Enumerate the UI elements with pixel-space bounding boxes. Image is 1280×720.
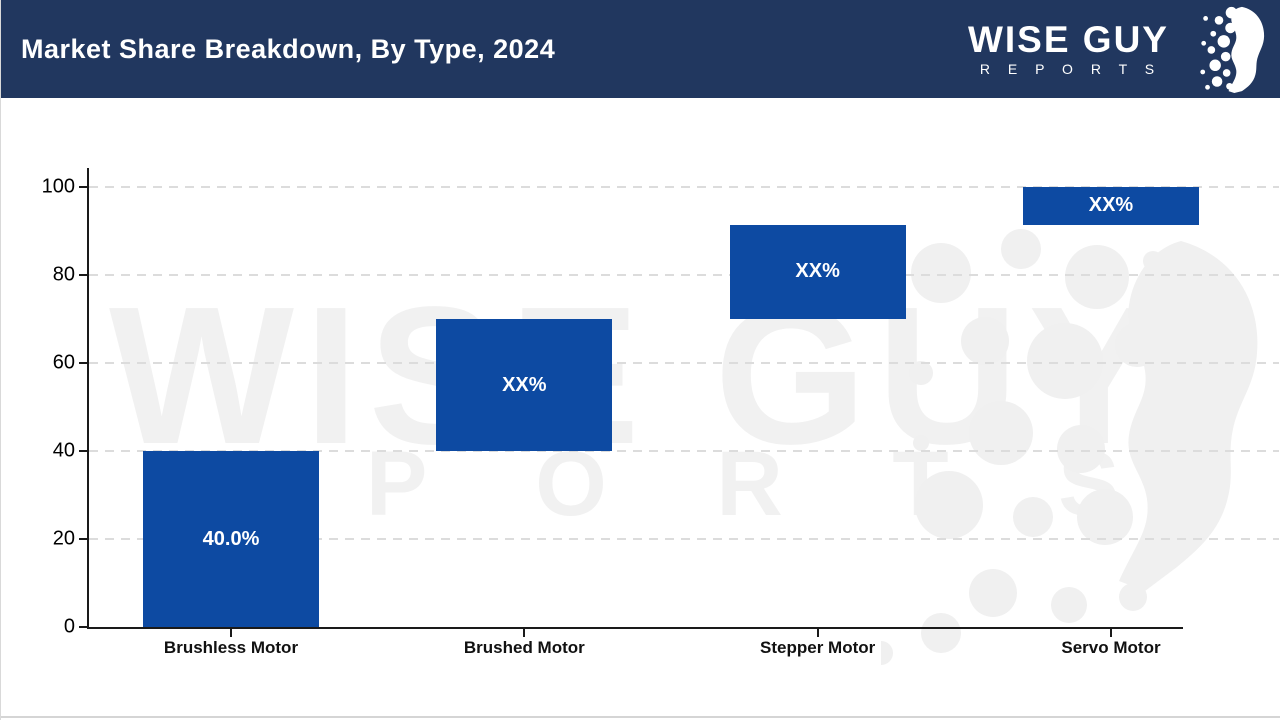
y-tick-60 [79, 362, 87, 364]
y-tick-20 [79, 538, 87, 540]
bar-value-label: XX% [795, 260, 840, 283]
y-tick-label-60: 60 [52, 351, 75, 374]
y-tick-0 [79, 626, 87, 628]
x-tick-4 [1109, 629, 1112, 637]
chart-title: Market Share Breakdown, By Type, 2024 [21, 33, 556, 64]
x-category-label: Brushed Motor [463, 638, 585, 657]
x-axis-line [87, 627, 1183, 629]
bar-value-label: 40.0% [202, 527, 260, 550]
y-tick-40 [79, 450, 87, 452]
x-category-label: Brushless Motor [163, 638, 299, 657]
wise-guy-logo: WISE GUY R E P O R T S [968, 5, 1267, 93]
bar-1: 40.0% [143, 451, 319, 627]
header: Market Share Breakdown, By Type, 2024 WI… [1, 0, 1280, 98]
y-tick-label-40: 40 [52, 439, 75, 462]
bar-value-label: XX% [502, 373, 547, 396]
gridline-60 [89, 362, 1279, 364]
y-tick-80 [79, 274, 87, 276]
bar-3: XX% [729, 224, 906, 319]
y-axis-line [87, 168, 89, 629]
watermark-head-icon [881, 229, 1258, 665]
logo-head-icon [1200, 6, 1265, 93]
bar-2: XX% [436, 319, 613, 451]
gridline-40 [89, 450, 1279, 452]
bar-4: XX% [1022, 187, 1199, 225]
x-tick-2 [523, 629, 526, 637]
y-tick-label-100: 100 [41, 175, 75, 198]
logo-subtitle: R E P O R T S [979, 61, 1162, 77]
gridline-20 [89, 538, 1279, 540]
x-category-label: Stepper Motor [760, 638, 876, 657]
bar-value-label: XX% [1088, 194, 1134, 217]
chart-area: WISE GUY P O R T S 0 20 40 60 80 100 40.0% Brus [1, 98, 1280, 720]
x-tick-1 [230, 629, 232, 637]
gridline-80 [89, 274, 1279, 276]
x-tick-3 [816, 629, 819, 637]
y-tick-label-0: 0 [63, 615, 75, 638]
bottom-divider [1, 716, 1280, 718]
y-tick-label-20: 20 [52, 527, 75, 550]
logo-title: WISE GUY [967, 19, 1169, 60]
y-tick-label-80: 80 [52, 263, 75, 286]
x-category-label: Servo Motor [1061, 638, 1161, 657]
logo-wordmark: WISE GUY R E P O R T S [968, 21, 1169, 77]
y-tick-100 [79, 186, 87, 188]
gridline-100 [89, 186, 1279, 188]
